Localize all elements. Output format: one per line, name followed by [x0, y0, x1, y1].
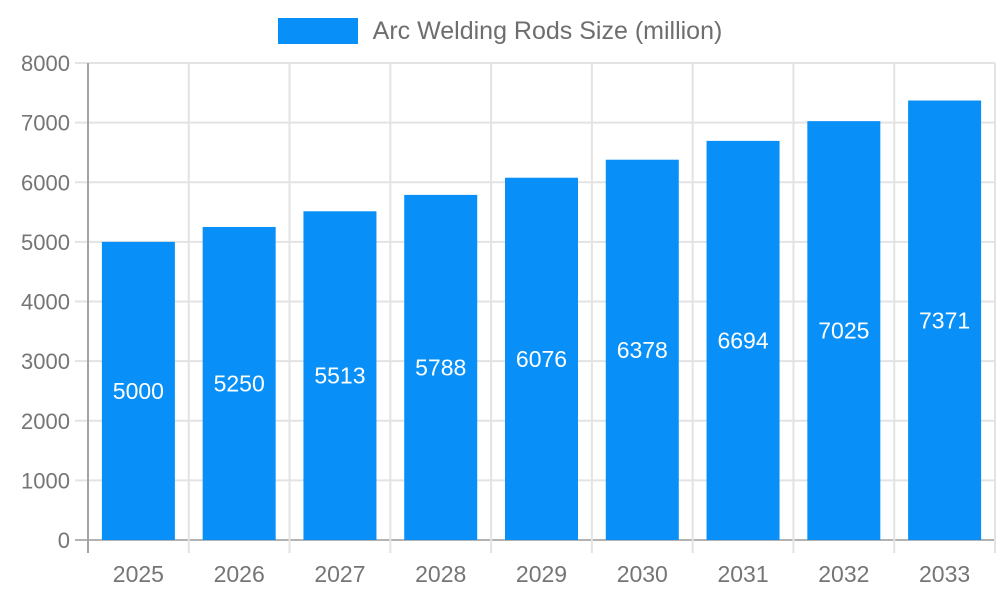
y-tick-label: 8000 — [21, 51, 70, 76]
y-tick-label: 4000 — [21, 290, 70, 315]
bar[interactable] — [101, 241, 175, 540]
bar-value-label: 7025 — [818, 318, 869, 344]
y-tick-label: 6000 — [21, 170, 70, 195]
x-tick-label: 2032 — [818, 561, 869, 587]
x-tick-label: 2033 — [919, 561, 970, 587]
bar[interactable] — [908, 100, 982, 541]
y-tick-label: 5000 — [21, 230, 70, 255]
y-tick-label: 0 — [58, 528, 70, 553]
x-tick-label: 2025 — [113, 561, 164, 587]
legend-swatch — [277, 18, 358, 44]
y-tick-label: 7000 — [21, 111, 70, 136]
bar-value-label: 5513 — [314, 363, 365, 389]
bar-value-label: 5250 — [214, 370, 265, 396]
bar-value-label: 7371 — [919, 307, 970, 333]
bar-value-label: 6076 — [516, 346, 567, 372]
bar[interactable] — [303, 211, 377, 541]
y-tick-label: 3000 — [21, 349, 70, 374]
bar[interactable] — [605, 159, 679, 541]
y-tick-label: 1000 — [21, 468, 70, 493]
legend-label: Arc Welding Rods Size (million) — [372, 16, 723, 45]
bar[interactable] — [706, 140, 780, 541]
y-tick-label: 2000 — [21, 409, 70, 434]
bar[interactable] — [505, 177, 578, 540]
x-tick-label: 2027 — [314, 561, 365, 587]
legend[interactable]: Arc Welding Rods Size (million) — [0, 12, 1000, 50]
bar-value-label: 6378 — [617, 337, 668, 363]
bar[interactable] — [807, 121, 881, 541]
x-tick-label: 2031 — [717, 561, 768, 587]
x-tick-label: 2026 — [214, 561, 265, 587]
bar-value-label: 5788 — [415, 354, 466, 380]
bar-value-label: 6694 — [717, 327, 768, 353]
x-tick-label: 2029 — [516, 561, 567, 587]
x-tick-label: 2030 — [617, 561, 668, 587]
x-tick-label: 2028 — [415, 561, 466, 587]
bar[interactable] — [404, 194, 478, 540]
bar[interactable] — [202, 226, 276, 540]
bar-value-label: 5000 — [113, 378, 164, 404]
